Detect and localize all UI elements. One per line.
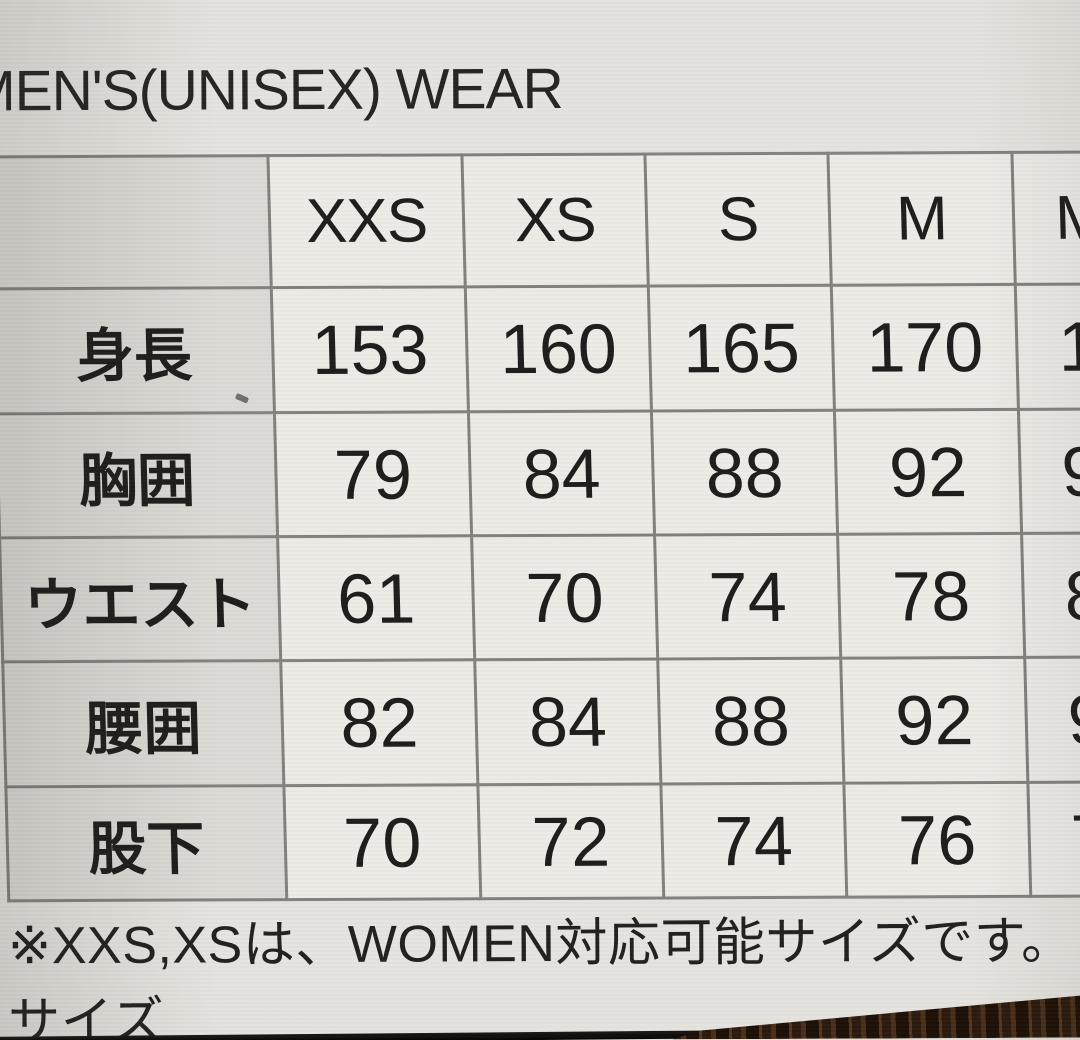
corner-cell (0, 155, 272, 289)
size-cell: 70 (283, 784, 481, 900)
size-cell: 153 (271, 286, 469, 413)
size-cell: 88 (651, 410, 838, 536)
size-cell: 72 (477, 783, 664, 899)
table-row: 胸囲 79 84 88 92 9 (0, 408, 1080, 538)
size-cell: 92 (834, 409, 1022, 535)
size-cell: 74 (654, 534, 841, 659)
size-cell: 78 (837, 533, 1025, 659)
footnote-size-label: サイズ (8, 992, 165, 1040)
size-cell: 84 (468, 411, 655, 536)
row-label: ウエスト (0, 536, 281, 662)
column-header-size: XS (461, 154, 649, 287)
size-cell: 76 (843, 782, 1031, 898)
size-cell: 9 (1018, 408, 1080, 534)
page-title: MEN'S(UNISEX) WEAR (0, 56, 563, 124)
size-table-header-row: XXS XS S M M (0, 151, 1080, 289)
size-cell: 61 (277, 535, 475, 661)
column-header-size: S (644, 153, 832, 287)
size-cell: 7 (1027, 781, 1080, 897)
size-cell: 88 (657, 658, 844, 784)
wood-table-edge (672, 994, 1080, 1040)
size-cell: 170 (831, 284, 1019, 411)
row-label: 股下 (5, 785, 287, 901)
size-cell: 92 (840, 657, 1028, 784)
size-cell: 74 (660, 783, 847, 898)
size-cell: 84 (474, 658, 661, 785)
row-label: 身長 (0, 287, 275, 414)
size-cell: 1 (1015, 283, 1080, 410)
footnote-women-sizes: ※XXS,XSは、WOMEN対応可能サイズです。 (7, 912, 1074, 976)
row-label: 腰囲 (2, 660, 284, 787)
size-cell: 160 (465, 286, 652, 412)
table-row: 腰囲 82 84 88 92 9 (2, 656, 1080, 787)
table-row: 身長 153 160 165 170 1 (0, 283, 1080, 414)
size-cell: 8 (1021, 532, 1080, 658)
size-cell: 165 (648, 285, 835, 412)
row-label: 胸囲 (0, 412, 278, 538)
size-table: XXS XS S M M 身長 153 160 165 170 1 胸囲 79 84 88 92 9 ウエスト 61… (0, 150, 1080, 902)
column-header-size: M (1011, 151, 1080, 285)
column-header-size: M (827, 152, 1016, 286)
size-cell: 79 (274, 411, 472, 537)
table-row: ウエスト 61 70 74 78 8 (0, 532, 1080, 662)
size-cell: 9 (1024, 656, 1080, 783)
size-cell: 82 (280, 659, 478, 786)
column-header-size: XXS (267, 154, 466, 288)
size-cell: 70 (471, 535, 658, 660)
table-row: 股下 70 72 74 76 7 (5, 781, 1080, 901)
